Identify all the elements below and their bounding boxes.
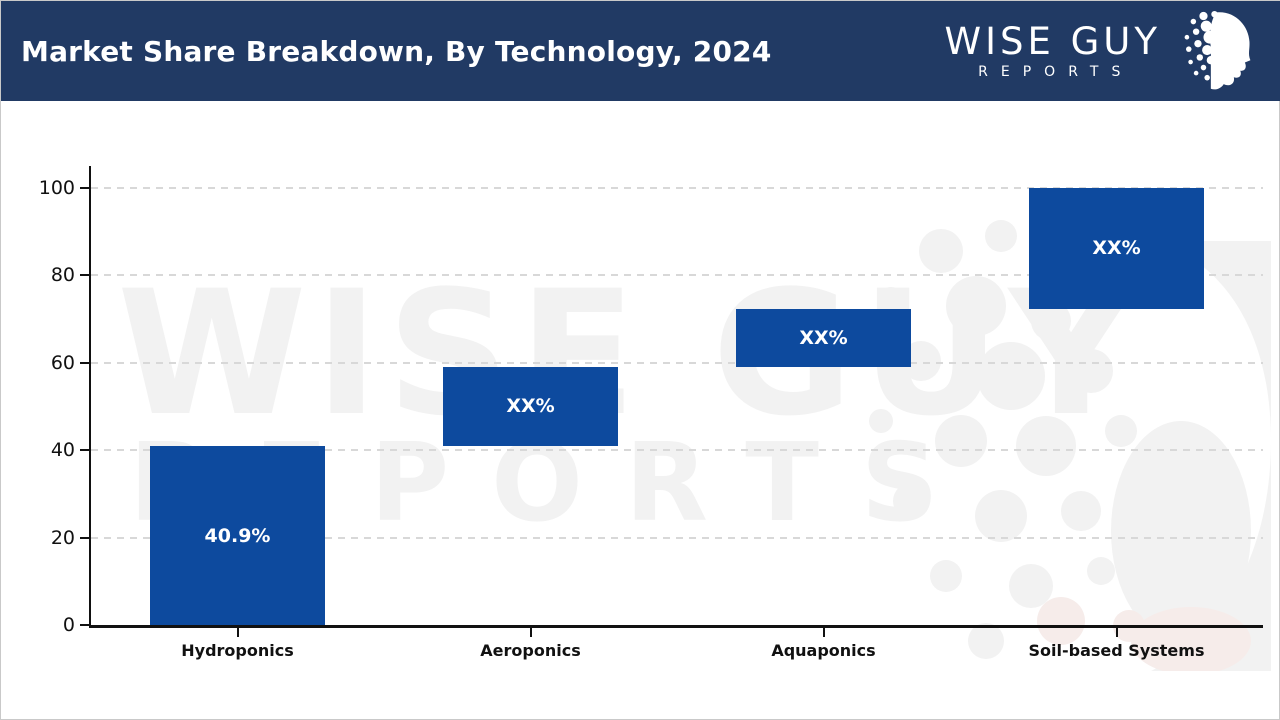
- y-tick-mark-0: [80, 624, 89, 626]
- x-category-label-hydroponics: Hydroponics: [181, 641, 294, 660]
- watermark-face-icon: [869, 220, 1271, 671]
- x-category-label-aeroponics: Aeroponics: [480, 641, 581, 660]
- gridline-80: [91, 274, 1263, 277]
- bar-aquaponics: XX%: [735, 308, 912, 367]
- y-tick-label-60: 60: [50, 351, 75, 374]
- y-tick-mark-20: [80, 536, 89, 539]
- x-tick-mark: [822, 628, 825, 637]
- bar-aeroponics: XX%: [442, 366, 619, 447]
- bar-soil-based-systems: XX%: [1028, 187, 1205, 309]
- header-banner: Market Share Breakdown, By Technology, 2…: [1, 1, 1280, 101]
- y-tick-label-40: 40: [50, 439, 75, 462]
- y-tick-label-100: 100: [38, 176, 75, 199]
- y-tick-mark-40: [80, 449, 89, 452]
- gridline-60: [91, 361, 1263, 364]
- gridline-20: [91, 536, 1263, 539]
- gridline-100: [91, 186, 1263, 189]
- x-tick-mark: [529, 628, 532, 637]
- bar-value-label: 40.9%: [204, 524, 271, 547]
- bar-value-label: XX%: [799, 326, 848, 349]
- y-tick-label-80: 80: [50, 264, 75, 287]
- y-tick-mark-100: [80, 186, 89, 189]
- y-tick-label-0: 0: [62, 614, 75, 636]
- logo-subtitle: REPORTS: [978, 63, 1134, 80]
- x-tick-mark: [236, 628, 239, 637]
- logo-text: WISE GUY REPORTS: [945, 23, 1161, 80]
- bar-hydroponics: 40.9%: [149, 446, 326, 625]
- y-tick-label-20: 20: [50, 526, 75, 549]
- bar-value-label: XX%: [1092, 237, 1141, 260]
- plot-area: 0 20 40 60 80 100 40.9% Hydroponics XX% Aeroponic…: [39, 166, 1263, 660]
- bar-value-label: XX%: [506, 395, 555, 418]
- logo-face-icon: [1184, 10, 1251, 90]
- y-tick-mark-60: [80, 361, 89, 364]
- x-category-label-soil-based-systems: Soil-based Systems: [1028, 641, 1205, 660]
- y-tick-mark-80: [80, 274, 89, 277]
- x-category-label-aquaponics: Aquaponics: [771, 641, 876, 660]
- wise-guy-reports-logo: WISE GUY REPORTS: [945, 6, 1255, 96]
- logo-wordmark: WISE GUY: [944, 19, 1161, 63]
- x-tick-mark: [1115, 628, 1118, 637]
- chart-title: Market Share Breakdown, By Technology, 2…: [21, 34, 772, 68]
- gridline-40: [91, 449, 1263, 452]
